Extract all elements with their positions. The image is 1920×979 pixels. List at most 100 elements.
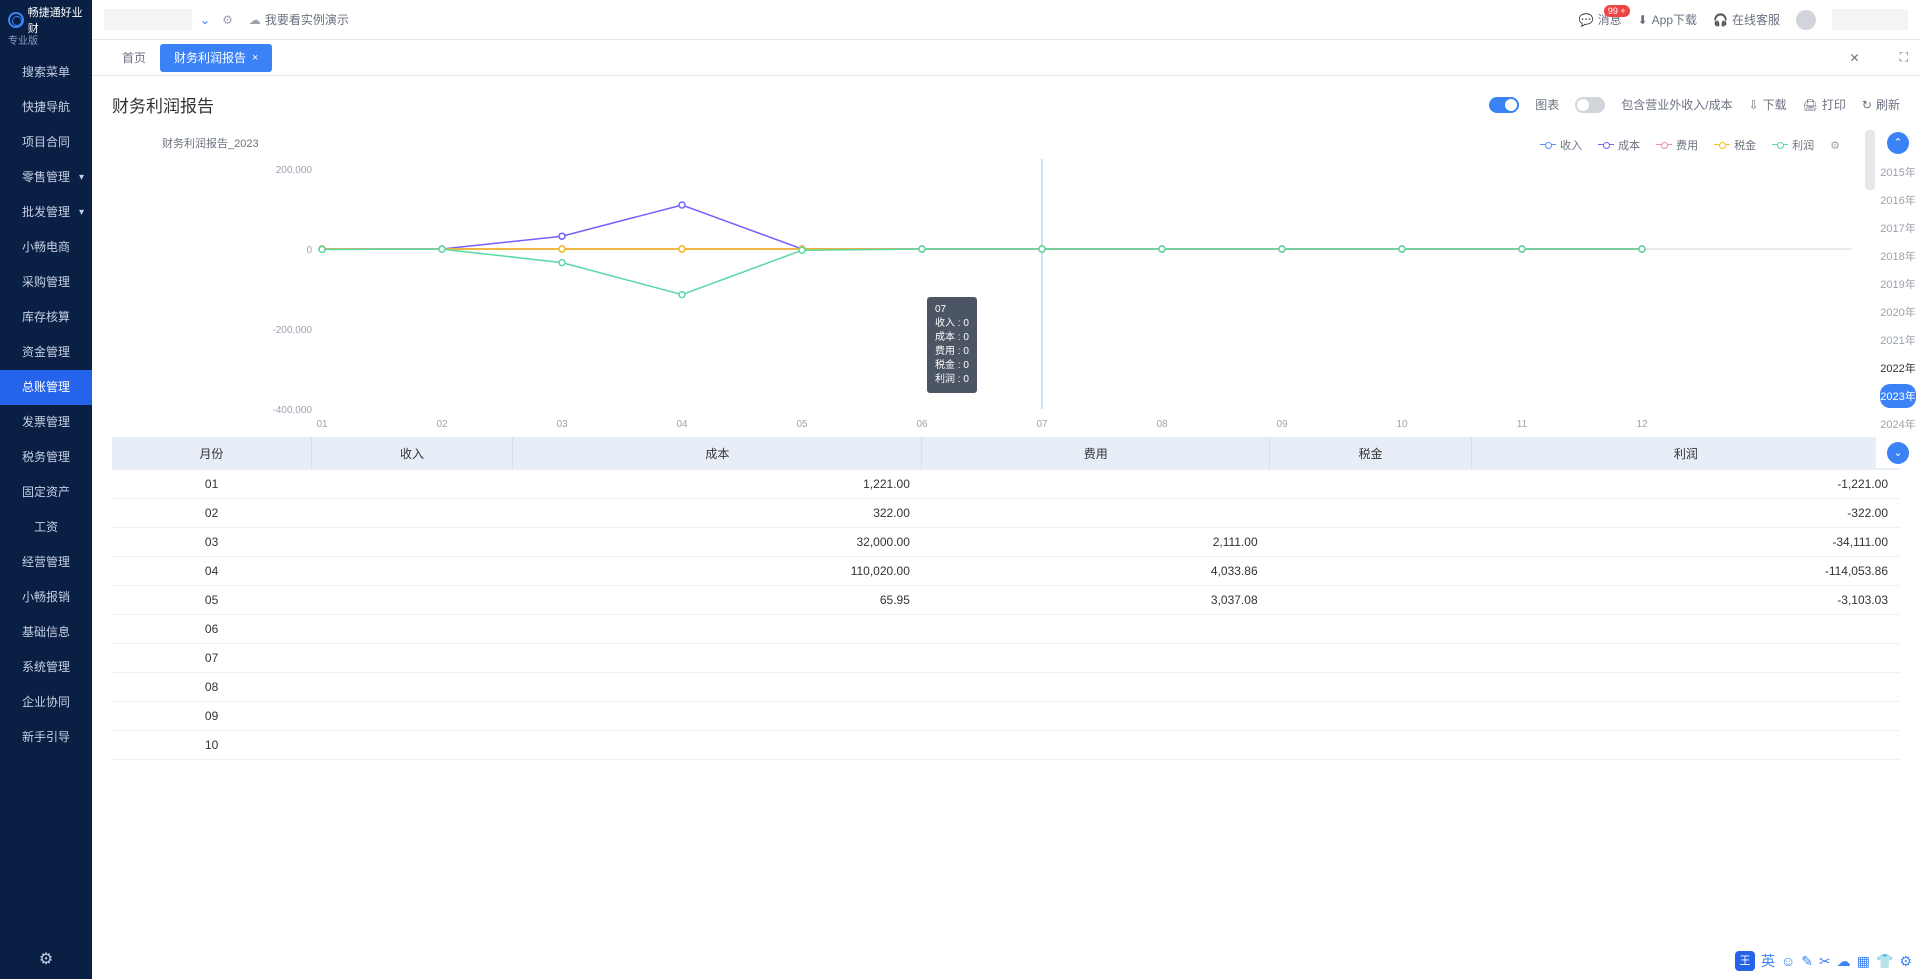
nav-item-7[interactable]: 库存核算 [0, 300, 92, 335]
bt-gear-icon[interactable]: ⚙ [1899, 953, 1912, 970]
nav-item-4[interactable]: 批发管理▾ [0, 195, 92, 230]
svg-text:08: 08 [1156, 419, 1168, 429]
nav-item-6[interactable]: 采购管理 [0, 265, 92, 300]
org-chevron-icon[interactable]: ⌄ [200, 13, 210, 27]
avatar[interactable] [1796, 10, 1816, 30]
svg-text:0: 0 [306, 245, 312, 256]
svg-text:10: 10 [1396, 419, 1408, 429]
nav-item-15[interactable]: 小畅报销 [0, 580, 92, 615]
nav-item-14[interactable]: 经营管理 [0, 545, 92, 580]
nav-item-19[interactable]: 新手引导 [0, 720, 92, 755]
bt-edit-icon[interactable]: ✎ [1801, 953, 1813, 970]
year-2019年[interactable]: 2019年 [1876, 270, 1920, 298]
download-button[interactable]: ⇩ 下载 [1749, 96, 1787, 113]
svg-text:07: 07 [1036, 419, 1048, 429]
nav-item-12[interactable]: 固定资产 [0, 475, 92, 510]
th: 费用 [922, 437, 1270, 470]
chart-tooltip: 07收入 : 0成本 : 0费用 : 0税金 : 0利润 : 0 [927, 297, 977, 393]
svg-text:01: 01 [316, 419, 328, 429]
topbar: ⌄ ⚙ 我要看实例演示 💬 消息 99 + ⬇ App下载 🎧 在线客服 [92, 0, 1920, 40]
year-2016年[interactable]: 2016年 [1876, 186, 1920, 214]
tab-active[interactable]: 财务利润报告 × [160, 44, 272, 72]
table-row: 08 [112, 673, 1900, 702]
year-2024年[interactable]: 2024年 [1876, 410, 1920, 438]
nav-item-1[interactable]: 快捷导航 [0, 90, 92, 125]
scroll-handle[interactable] [1865, 130, 1875, 190]
chart-toggle-label: 图表 [1535, 96, 1559, 113]
nav-item-17[interactable]: 系统管理 [0, 650, 92, 685]
close-all-tabs[interactable]: ✕ [1850, 51, 1860, 65]
app-download-button[interactable]: ⬇ App下载 [1638, 11, 1697, 28]
print-button[interactable]: 🖨 打印 [1803, 96, 1846, 113]
ime-badge[interactable]: 王 [1735, 951, 1755, 971]
chart-toggle[interactable] [1489, 97, 1519, 113]
year-down-icon[interactable]: ⌄ [1887, 442, 1909, 464]
svg-text:05: 05 [796, 419, 808, 429]
ime-lang[interactable]: 英 [1761, 951, 1775, 971]
th: 利润 [1471, 437, 1900, 470]
message-icon: 💬 [1579, 13, 1594, 27]
demo-link[interactable]: 我要看实例演示 [249, 11, 349, 28]
th: 收入 [311, 437, 513, 470]
nav-item-13[interactable]: 工资 [0, 510, 92, 545]
user-name[interactable] [1832, 9, 1908, 30]
svg-text:03: 03 [556, 419, 568, 429]
year-panel: ⌃ 2015年2016年2017年2018年2019年2020年2021年202… [1876, 128, 1920, 468]
nav-item-8[interactable]: 资金管理 [0, 335, 92, 370]
year-up-icon[interactable]: ⌃ [1887, 132, 1909, 154]
ext-toggle[interactable] [1575, 97, 1605, 113]
chart-area: 财务利润报告_2023 收入成本费用税金利润⚙ 200,0000-200,000… [112, 129, 1900, 429]
bt-grid-icon[interactable]: ▦ [1857, 953, 1870, 970]
svg-text:04: 04 [676, 419, 688, 429]
nav-item-9[interactable]: 总账管理 [0, 370, 92, 405]
tab-home[interactable]: 首页 [108, 44, 160, 72]
svg-text:12: 12 [1636, 419, 1648, 429]
table-row: 10 [112, 731, 1900, 760]
year-2020年[interactable]: 2020年 [1876, 298, 1920, 326]
settings-gear-icon[interactable]: ⚙ [0, 949, 92, 969]
year-2023年[interactable]: 2023年 [1880, 384, 1916, 408]
table-row: 07 [112, 644, 1900, 673]
download-icon: ⬇ [1638, 13, 1648, 27]
nav-item-16[interactable]: 基础信息 [0, 615, 92, 650]
customer-service-button[interactable]: 🎧 在线客服 [1713, 11, 1780, 28]
nav-item-11[interactable]: 税务管理 [0, 440, 92, 475]
nav-item-3[interactable]: 零售管理▾ [0, 160, 92, 195]
year-2022年[interactable]: 2022年 [1876, 354, 1920, 382]
ime-toolbar: 王 英 ☺ ✎ ✂ ☁ ▦ 👕 ⚙ [1735, 951, 1912, 971]
bt-smile-icon[interactable]: ☺ [1781, 953, 1795, 969]
message-badge: 99 + [1604, 5, 1630, 17]
table-row: 0565.953,037.08-3,103.03 [112, 586, 1900, 615]
data-table: 月份收入成本费用税金利润 011,221.00-1,221.0002322.00… [112, 437, 1900, 760]
nav-item-0[interactable]: 搜索菜单 [0, 55, 92, 90]
org-selector[interactable] [104, 9, 192, 30]
year-2017年[interactable]: 2017年 [1876, 214, 1920, 242]
fullscreen-icon[interactable]: ⛶ [1900, 50, 1908, 65]
nav-item-18[interactable]: 企业协同 [0, 685, 92, 720]
nav-item-5[interactable]: 小畅电商 [0, 230, 92, 265]
nav-item-10[interactable]: 发票管理 [0, 405, 92, 440]
svg-text:02: 02 [436, 419, 448, 429]
tab-close-icon[interactable]: × [252, 44, 258, 72]
sidebar: 畅捷通好业财 专业版 搜索菜单快捷导航项目合同零售管理▾批发管理▾小畅电商采购管… [0, 0, 92, 979]
svg-text:11: 11 [1517, 419, 1528, 429]
table-row: 09 [112, 702, 1900, 731]
messages-button[interactable]: 💬 消息 99 + [1579, 11, 1622, 28]
year-2018年[interactable]: 2018年 [1876, 242, 1920, 270]
th: 税金 [1270, 437, 1472, 470]
year-2021年[interactable]: 2021年 [1876, 326, 1920, 354]
bt-shirt-icon[interactable]: 👕 [1876, 953, 1893, 970]
nav-item-2[interactable]: 项目合同 [0, 125, 92, 160]
refresh-button[interactable]: ↻ 刷新 [1862, 96, 1900, 113]
svg-text:06: 06 [916, 419, 928, 429]
svg-text:-200,000: -200,000 [273, 325, 313, 336]
bt-scissors-icon[interactable]: ✂ [1819, 953, 1831, 970]
table-row: 06 [112, 615, 1900, 644]
year-2015年[interactable]: 2015年 [1876, 158, 1920, 186]
logo-icon [8, 12, 24, 28]
table-row: 02322.00-322.00 [112, 499, 1900, 528]
headset-icon: 🎧 [1713, 13, 1728, 27]
top-settings-icon[interactable]: ⚙ [222, 13, 233, 27]
bt-cloud-icon[interactable]: ☁ [1837, 953, 1851, 970]
th: 成本 [513, 437, 922, 470]
